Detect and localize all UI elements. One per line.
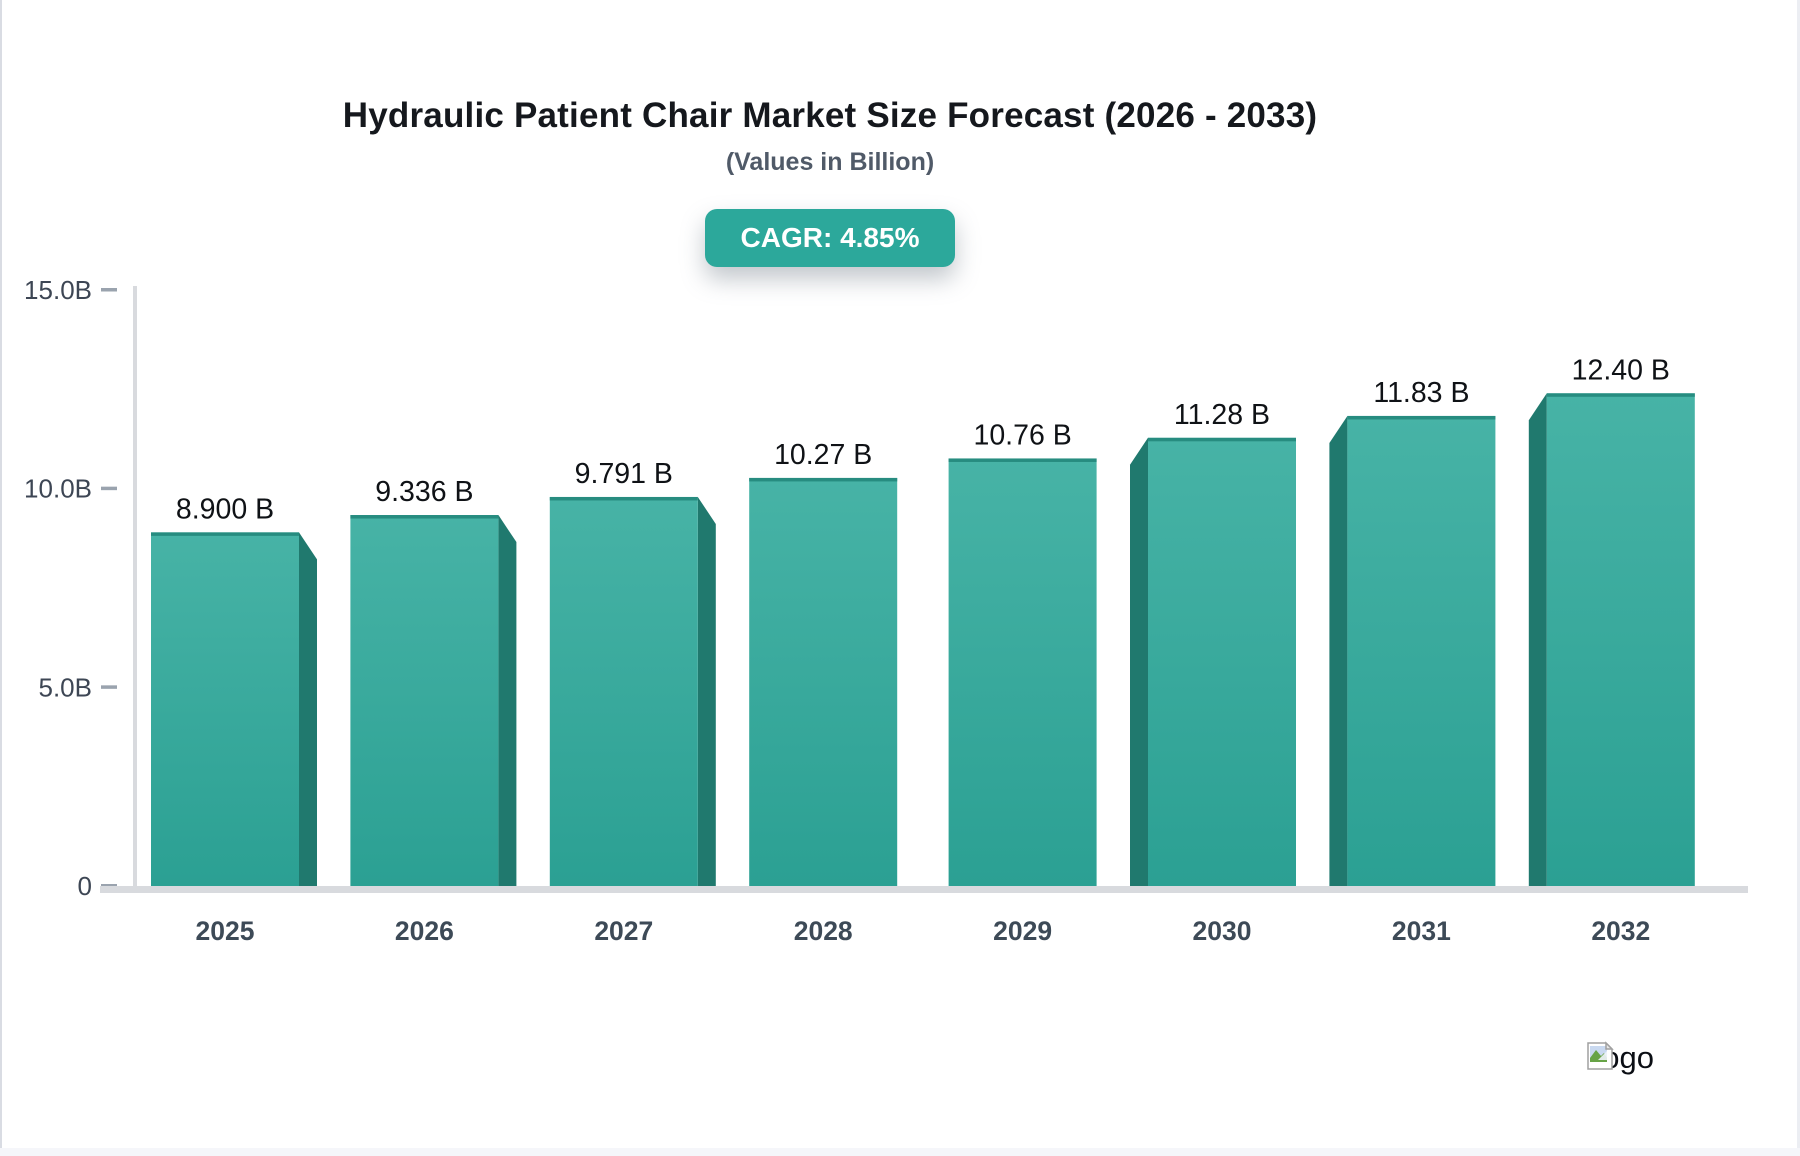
x-axis-category-label: 2026 bbox=[395, 916, 454, 946]
x-axis-category-label: 2031 bbox=[1392, 916, 1451, 946]
y-axis-tick-label: 5.0B bbox=[39, 672, 93, 702]
right-edge-divider bbox=[1797, 0, 1800, 1156]
bar-top-edge bbox=[350, 515, 499, 519]
chart-title: Hydraulic Patient Chair Market Size Fore… bbox=[342, 96, 1318, 135]
x-axis-category-label: 2032 bbox=[1591, 916, 1650, 946]
bar-2025: 8.900 B 2025 bbox=[151, 493, 317, 946]
x-axis-category-label: 2030 bbox=[1193, 916, 1252, 946]
bar-side-face bbox=[697, 496, 716, 886]
bar-front-face bbox=[1546, 393, 1695, 886]
bar-value-label: 9.791 B bbox=[575, 458, 673, 490]
left-edge-divider bbox=[0, 0, 2, 1156]
bar-top-edge bbox=[749, 477, 898, 482]
bar-front-face bbox=[1148, 437, 1296, 886]
bar-front-face bbox=[1347, 415, 1496, 886]
bar-value-label: 12.40 B bbox=[1572, 354, 1670, 386]
bar-top-edge bbox=[1347, 415, 1496, 420]
y-axis-tick-label: 15.0B bbox=[24, 275, 92, 305]
bar-top-edge bbox=[1148, 437, 1296, 442]
bar-2028: 10.27 B 2028 bbox=[749, 439, 898, 946]
y-axis-line bbox=[133, 286, 137, 892]
x-axis-line bbox=[100, 886, 1748, 893]
bar-front-face bbox=[350, 515, 499, 886]
bar-value-label: 11.83 B bbox=[1373, 377, 1469, 409]
bottom-edge-divider bbox=[0, 1148, 1800, 1156]
y-axis-tick bbox=[101, 486, 117, 491]
chart-header: Hydraulic Patient Chair Market Size Fore… bbox=[0, 0, 1660, 267]
bar-side-face bbox=[1130, 437, 1148, 886]
bar-front-face bbox=[948, 458, 1097, 886]
bar-2026: 9.336 B 2026 bbox=[350, 476, 517, 946]
bar-value-label: 11.28 B bbox=[1174, 399, 1270, 431]
bar-top-edge bbox=[151, 532, 299, 536]
x-axis-category-label: 2027 bbox=[594, 916, 653, 946]
y-axis-tick bbox=[101, 884, 117, 888]
bar-front-face bbox=[749, 477, 898, 886]
bar-2032: 12.40 B 2032 bbox=[1528, 354, 1695, 946]
x-axis-category-label: 2028 bbox=[794, 916, 853, 946]
x-axis-category-label: 2025 bbox=[196, 916, 255, 946]
bar-front-face bbox=[549, 496, 698, 886]
bar-2031: 11.83 B 2031 bbox=[1329, 377, 1496, 946]
bar-value-label: 8.900 B bbox=[176, 493, 274, 525]
y-axis-tick bbox=[101, 288, 117, 292]
bar-side-face bbox=[498, 515, 517, 886]
bar-2027: 9.791 B 2027 bbox=[549, 458, 716, 946]
bar-front-face bbox=[151, 532, 299, 886]
bar-2030: 11.28 B 2030 bbox=[1130, 399, 1296, 946]
bar-value-label: 10.76 B bbox=[973, 419, 1071, 451]
bar-side-face bbox=[1528, 393, 1547, 886]
bar-top-edge bbox=[549, 496, 698, 501]
x-axis-category-label: 2029 bbox=[993, 916, 1052, 946]
logo: Logo bbox=[1584, 1040, 1654, 1076]
cagr-badge: CAGR: 4.85% bbox=[704, 209, 956, 267]
bar-side-face bbox=[1329, 415, 1348, 886]
bar-value-label: 10.27 B bbox=[774, 439, 872, 471]
bar-side-face bbox=[299, 532, 317, 886]
bar-value-label: 9.336 B bbox=[375, 476, 473, 508]
y-axis-tick-label: 0 bbox=[78, 871, 92, 901]
bar-2029: 10.76 B 2029 bbox=[948, 419, 1097, 946]
y-axis-tick bbox=[101, 685, 117, 689]
bar-top-edge bbox=[948, 458, 1097, 462]
chart-subtitle: (Values in Billion) bbox=[725, 148, 935, 176]
bar-top-edge bbox=[1546, 393, 1695, 397]
y-axis-tick-label: 10.0B bbox=[24, 474, 92, 504]
